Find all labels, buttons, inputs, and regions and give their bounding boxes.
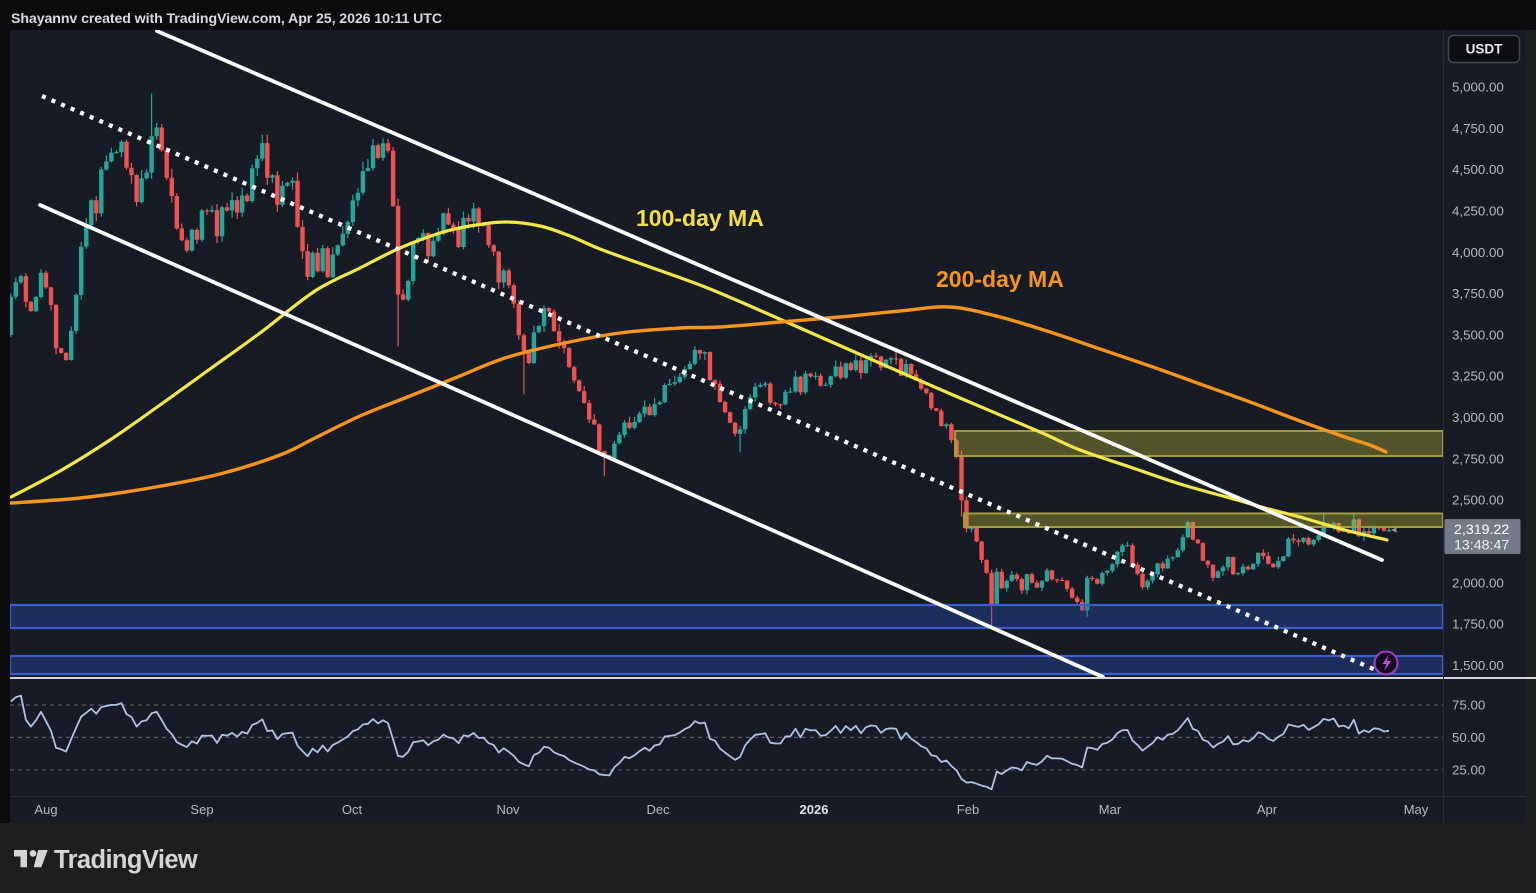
svg-text:1,750.00: 1,750.00 [1452, 617, 1504, 632]
svg-text:4,000.00: 4,000.00 [1452, 245, 1504, 260]
svg-text:5,000.00: 5,000.00 [1452, 80, 1504, 95]
svg-text:1,500.00: 1,500.00 [1452, 658, 1504, 673]
svg-text:Sep: Sep [190, 802, 213, 817]
svg-text:75.00: 75.00 [1452, 698, 1485, 713]
svg-text:Aug: Aug [34, 802, 57, 817]
svg-text:2026: 2026 [800, 802, 829, 817]
svg-text:TradingView: TradingView [54, 846, 198, 874]
svg-text:Shayannv created with TradingV: Shayannv created with TradingView.com, A… [11, 11, 442, 27]
svg-text:3,750.00: 3,750.00 [1452, 286, 1504, 301]
svg-text:3,000.00: 3,000.00 [1452, 410, 1504, 425]
svg-text:Dec: Dec [646, 802, 670, 817]
svg-text:Nov: Nov [496, 802, 520, 817]
svg-text:2,000.00: 2,000.00 [1452, 575, 1504, 590]
svg-text:Apr: Apr [1257, 802, 1278, 817]
svg-text:4,250.00: 4,250.00 [1452, 204, 1504, 219]
svg-text:Mar: Mar [1099, 802, 1122, 817]
svg-text:13:48:47: 13:48:47 [1454, 538, 1509, 554]
svg-text:Oct: Oct [342, 802, 363, 817]
svg-text:2,500.00: 2,500.00 [1452, 493, 1504, 508]
svg-text:3,250.00: 3,250.00 [1452, 369, 1504, 384]
svg-text:4,750.00: 4,750.00 [1452, 121, 1504, 136]
svg-text:4,500.00: 4,500.00 [1452, 162, 1504, 177]
svg-text:2,750.00: 2,750.00 [1452, 451, 1504, 466]
svg-text:USDT: USDT [1466, 42, 1504, 57]
svg-text:50.00: 50.00 [1452, 730, 1485, 745]
svg-text:100-day MA: 100-day MA [636, 205, 764, 231]
svg-text:May: May [1404, 802, 1429, 817]
svg-text:25.00: 25.00 [1452, 762, 1485, 777]
svg-text:Feb: Feb [957, 802, 979, 817]
svg-text:3,500.00: 3,500.00 [1452, 327, 1504, 342]
svg-text:2,319.22: 2,319.22 [1454, 522, 1509, 538]
svg-text:200-day MA: 200-day MA [936, 266, 1064, 292]
